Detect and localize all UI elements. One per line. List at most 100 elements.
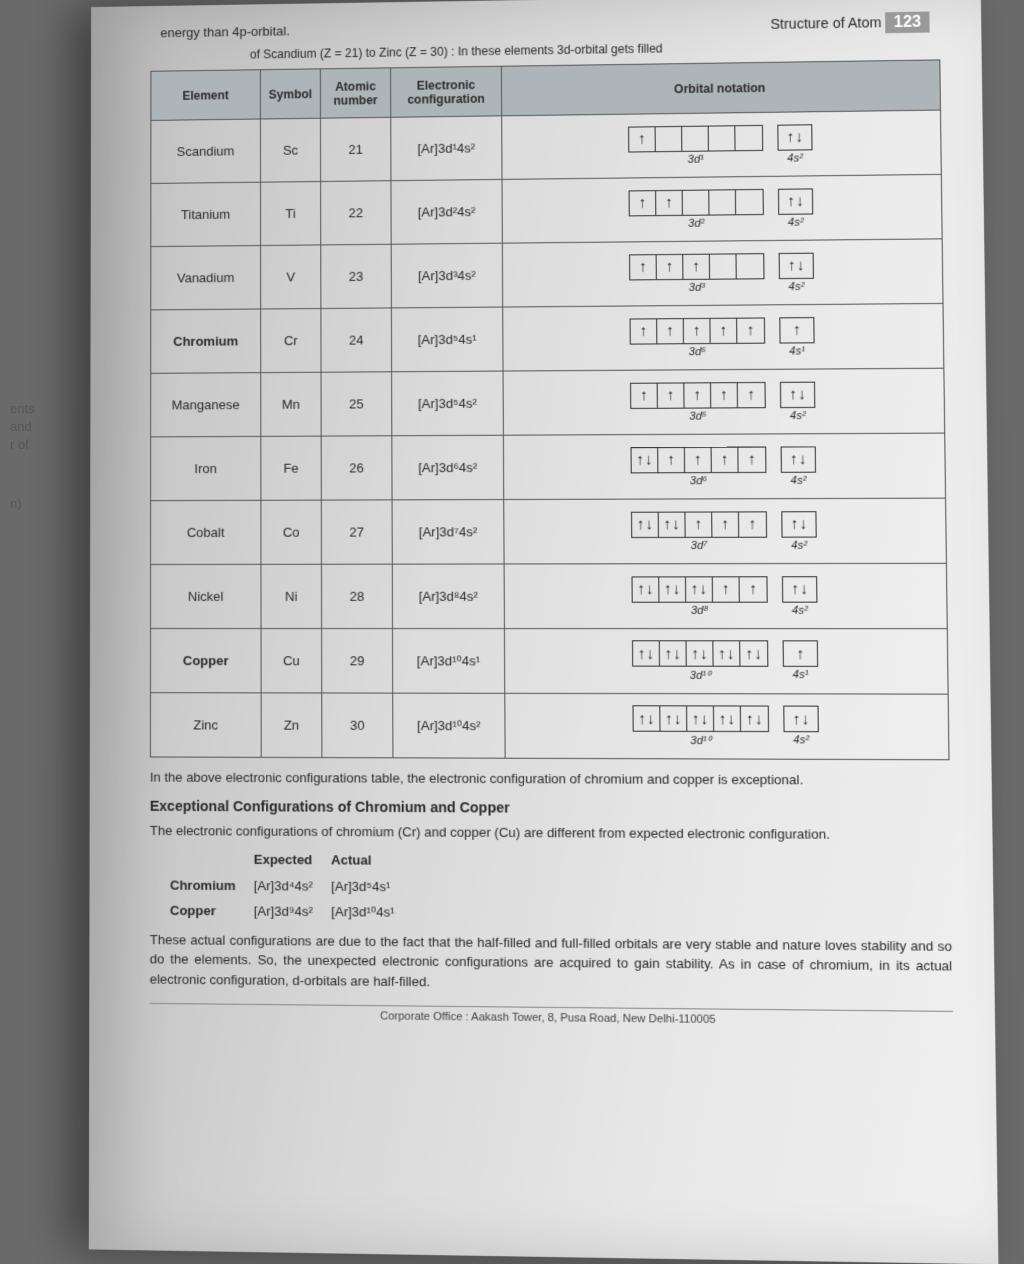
orbital-box [711,383,738,407]
d-orbital-group: 3d³ [629,253,765,294]
orbital-box [712,512,739,536]
cell-orbital: 3d⁸ 4s² [504,563,947,628]
orbital-box [709,126,736,150]
page-number: 123 [885,12,929,34]
cell-symbol: Cr [261,309,321,373]
orbital-box [779,189,812,213]
orbital-box [741,706,768,731]
cell-config: [Ar]3d⁶4s² [392,435,504,500]
d-orbital-group: 3d⁶ [631,446,767,487]
cell-atomic: 25 [321,372,392,436]
table-row: Vanadium V 23 [Ar]3d³4s² 3d³ 4s² [151,239,943,310]
orbital-box [660,641,687,665]
col-element: Element [151,70,261,121]
orbital-box [738,447,765,471]
orbital-box [737,318,764,342]
orbital-box [709,190,736,214]
orbital-box [657,319,684,343]
orbital-box [633,577,660,601]
d-orbital-group: 3d² [629,188,764,229]
orbital-box [657,254,684,278]
orbital-box [735,125,762,149]
cell-config: [Ar]3d⁸4s² [392,564,504,629]
orbital-box [659,512,686,536]
orbital-box [686,577,713,601]
d-label: 3d⁸ [691,604,709,616]
s-label: 4s² [789,280,805,292]
orbital-box [660,706,687,731]
cell-element: Titanium [151,182,261,246]
orbital-box [784,641,817,665]
cell-element: Iron [151,436,261,500]
cell-config: [Ar]3d⁵4s² [392,371,504,436]
margin-text: ents and r of n) [10,400,35,513]
cell-config: [Ar]3d³4s² [391,243,503,308]
table-row: Scandium Sc 21 [Ar]3d¹4s² 3d¹ 4s² [151,110,941,183]
cell-symbol: Fe [261,436,321,500]
exp-row: Chromium [Ar]3d⁴4s² [Ar]3d⁵4s¹ [170,872,413,900]
orbital-box [740,577,767,601]
s-orbital-group: 4s² [782,576,818,617]
orbital-box [684,383,711,407]
para-1: In the above electronic configurations t… [150,768,950,791]
d-orbital-group: 3d¹ [628,124,763,166]
cell-atomic: 28 [321,564,392,628]
exp-header: Expected Actual [170,846,413,873]
s-label: 4s² [793,734,809,746]
d-orbital-group: 3d¹⁰ [632,705,769,747]
cell-atomic: 21 [320,117,390,181]
orbital-box [740,641,767,665]
d-orbital-group: 3d¹⁰ [632,640,769,682]
table-row: Cobalt Co 27 [Ar]3d⁷4s² 3d⁷ 4s² [151,498,947,564]
d-orbital-group: 3d⁷ [631,511,767,552]
s-orbital-group: 4s² [781,446,817,487]
cell-element: Copper [150,629,261,693]
cell-config: [Ar]3d¹⁰4s¹ [392,629,504,694]
d-label: 3d¹⁰ [690,734,711,747]
d-label: 3d¹ [688,153,704,165]
col-atomic: Atomic number [320,68,390,118]
cell-orbital: 3d⁶ 4s² [503,433,945,499]
s-label: 4s² [787,152,803,164]
orbital-box [633,641,660,665]
s-orbital-group: 4s² [783,706,819,747]
d-label: 3d¹⁰ [690,669,711,682]
d-orbital-group: 3d⁵ [630,317,766,358]
electron-config-table: Element Symbol Atomic number Electronic … [150,59,950,760]
orbital-box [780,253,813,277]
orbital-box [634,706,661,730]
header-right: Structure of Atom 123 [770,14,929,34]
cell-orbital: 3d¹⁰ 4s² [505,693,949,759]
orbital-box [712,447,739,471]
d-orbital-group: 3d⁵ [630,381,766,422]
orbital-box [656,190,683,214]
d-label: 3d⁵ [689,410,706,422]
cell-symbol: Ni [261,564,322,628]
body-text: In the above electronic configurations t… [150,768,953,997]
s-label: 4s² [791,474,807,486]
s-label: 4s² [788,216,804,228]
s-orbital-group: 4s¹ [783,640,819,681]
s-label: 4s² [790,409,806,421]
orbital-box [784,707,817,732]
header-left: energy than 4p-orbital. [160,24,290,44]
orbital-box [656,126,683,150]
cell-config: [Ar]3d¹4s² [391,116,502,181]
s-orbital-group: 4s² [779,252,814,293]
orbital-box [685,447,712,471]
cell-atomic: 26 [321,436,392,500]
s-label: 4s¹ [793,669,809,681]
orbital-box [683,190,710,214]
orbital-box [738,382,765,406]
orbital-box [714,706,741,731]
table-row: Chromium Cr 24 [Ar]3d⁵4s¹ 3d⁵ 4s¹ [151,303,944,373]
cell-atomic: 24 [321,308,392,372]
table-row: Zinc Zn 30 [Ar]3d¹⁰4s² 3d¹⁰ 4s² [150,693,949,760]
page: energy than 4p-orbital. Structure of Ato… [89,0,999,1264]
heading-exceptional: Exceptional Configurations of Chromium a… [150,795,950,820]
footer: Corporate Office : Aakash Tower, 8, Pusa… [150,1003,953,1029]
orbital-box [710,318,737,342]
para-3: These actual configurations are due to t… [150,929,953,996]
cell-symbol: Cu [261,629,322,693]
exp-row: Copper [Ar]3d⁹4s² [Ar]3d¹⁰4s¹ [170,898,413,926]
